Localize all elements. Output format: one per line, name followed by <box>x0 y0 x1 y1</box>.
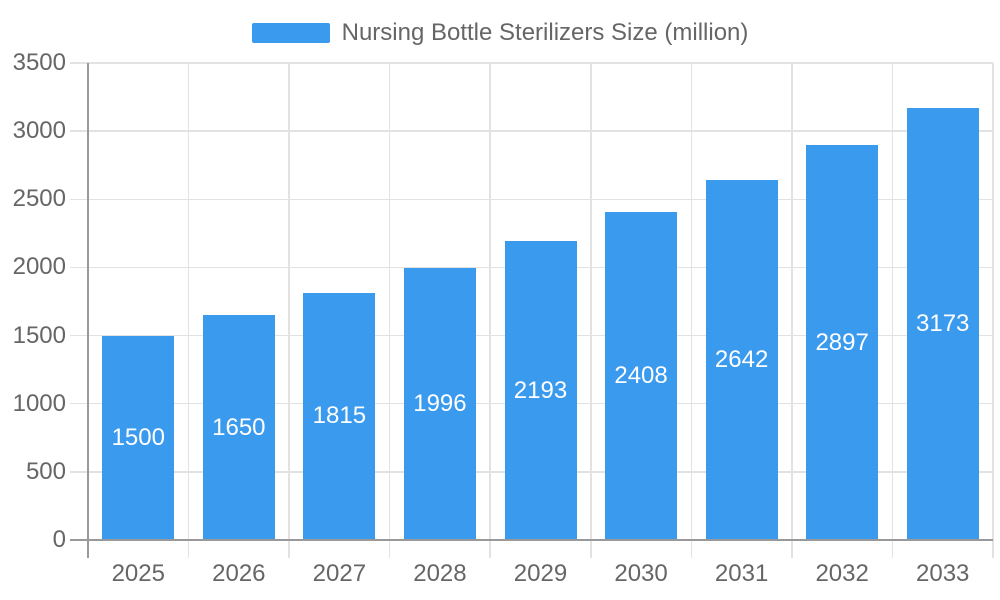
bar-value-label: 1815 <box>312 402 367 430</box>
bar-value-label: 2408 <box>614 361 668 389</box>
gridline-vertical <box>690 63 693 558</box>
gridline-vertical <box>187 63 190 558</box>
bar-value-label: 2193 <box>513 376 568 404</box>
bar-2029[interactable]: 2193 <box>504 241 577 540</box>
y-axis-tick-label: 2000 <box>12 253 66 281</box>
bar-2033[interactable]: 3173 <box>906 107 979 540</box>
x-axis-tick-label: 2025 <box>111 560 165 587</box>
gridline-vertical <box>489 63 491 558</box>
legend-label: Nursing Bottle Sterilizers Size (million… <box>341 19 749 46</box>
bar-value-label: 3173 <box>916 309 970 337</box>
legend-item[interactable]: Nursing Bottle Sterilizers Size (million… <box>0 18 1000 48</box>
y-axis-tick-label: 500 <box>25 457 66 485</box>
x-axis-tick-label: 2031 <box>714 560 769 587</box>
x-axis-tick-label: 2033 <box>916 560 970 587</box>
legend-swatch <box>251 23 330 43</box>
gridline-vertical <box>590 63 592 558</box>
bar-2025[interactable]: 1500 <box>102 335 175 540</box>
y-axis-tick-label: 3000 <box>12 117 66 145</box>
gridline-horizontal <box>70 130 993 132</box>
bar-2032[interactable]: 2897 <box>806 145 879 540</box>
bar-value-label: 1996 <box>413 389 467 417</box>
y-axis-line <box>87 63 89 558</box>
x-axis-tick-label: 2030 <box>614 560 668 587</box>
bar-2027[interactable]: 1815 <box>303 292 376 540</box>
gridline-horizontal <box>70 198 993 201</box>
y-axis-tick-label: 1000 <box>12 389 66 417</box>
gridline-vertical <box>891 63 894 558</box>
y-axis-tick-label: 2500 <box>12 185 66 213</box>
y-axis-tick-label: 1500 <box>12 321 66 349</box>
bar-2031[interactable]: 2642 <box>705 179 778 540</box>
gridline-vertical <box>388 63 391 558</box>
y-axis-tick-label: 0 <box>52 526 66 553</box>
bar-2028[interactable]: 1996 <box>403 267 476 540</box>
y-axis-tick-label: 3500 <box>12 49 66 76</box>
x-axis-tick-label: 2032 <box>815 560 869 587</box>
bar-2026[interactable]: 1650 <box>202 315 275 540</box>
x-axis-tick-label: 2027 <box>312 560 367 587</box>
gridline-vertical <box>791 63 793 558</box>
x-axis-tick-label: 2028 <box>413 560 467 587</box>
bar-value-label: 2642 <box>714 345 769 373</box>
x-axis-tick-label: 2026 <box>212 560 266 587</box>
gridline-vertical <box>288 63 290 558</box>
bar-value-label: 1500 <box>111 423 165 451</box>
gridline-horizontal <box>70 62 993 64</box>
x-axis-line <box>70 539 993 541</box>
bar-value-label: 1650 <box>212 413 266 441</box>
gridline-vertical <box>992 63 994 558</box>
bar-value-label: 2897 <box>815 328 869 356</box>
x-axis-tick-label: 2029 <box>513 560 568 587</box>
bar-2030[interactable]: 2408 <box>605 211 678 540</box>
